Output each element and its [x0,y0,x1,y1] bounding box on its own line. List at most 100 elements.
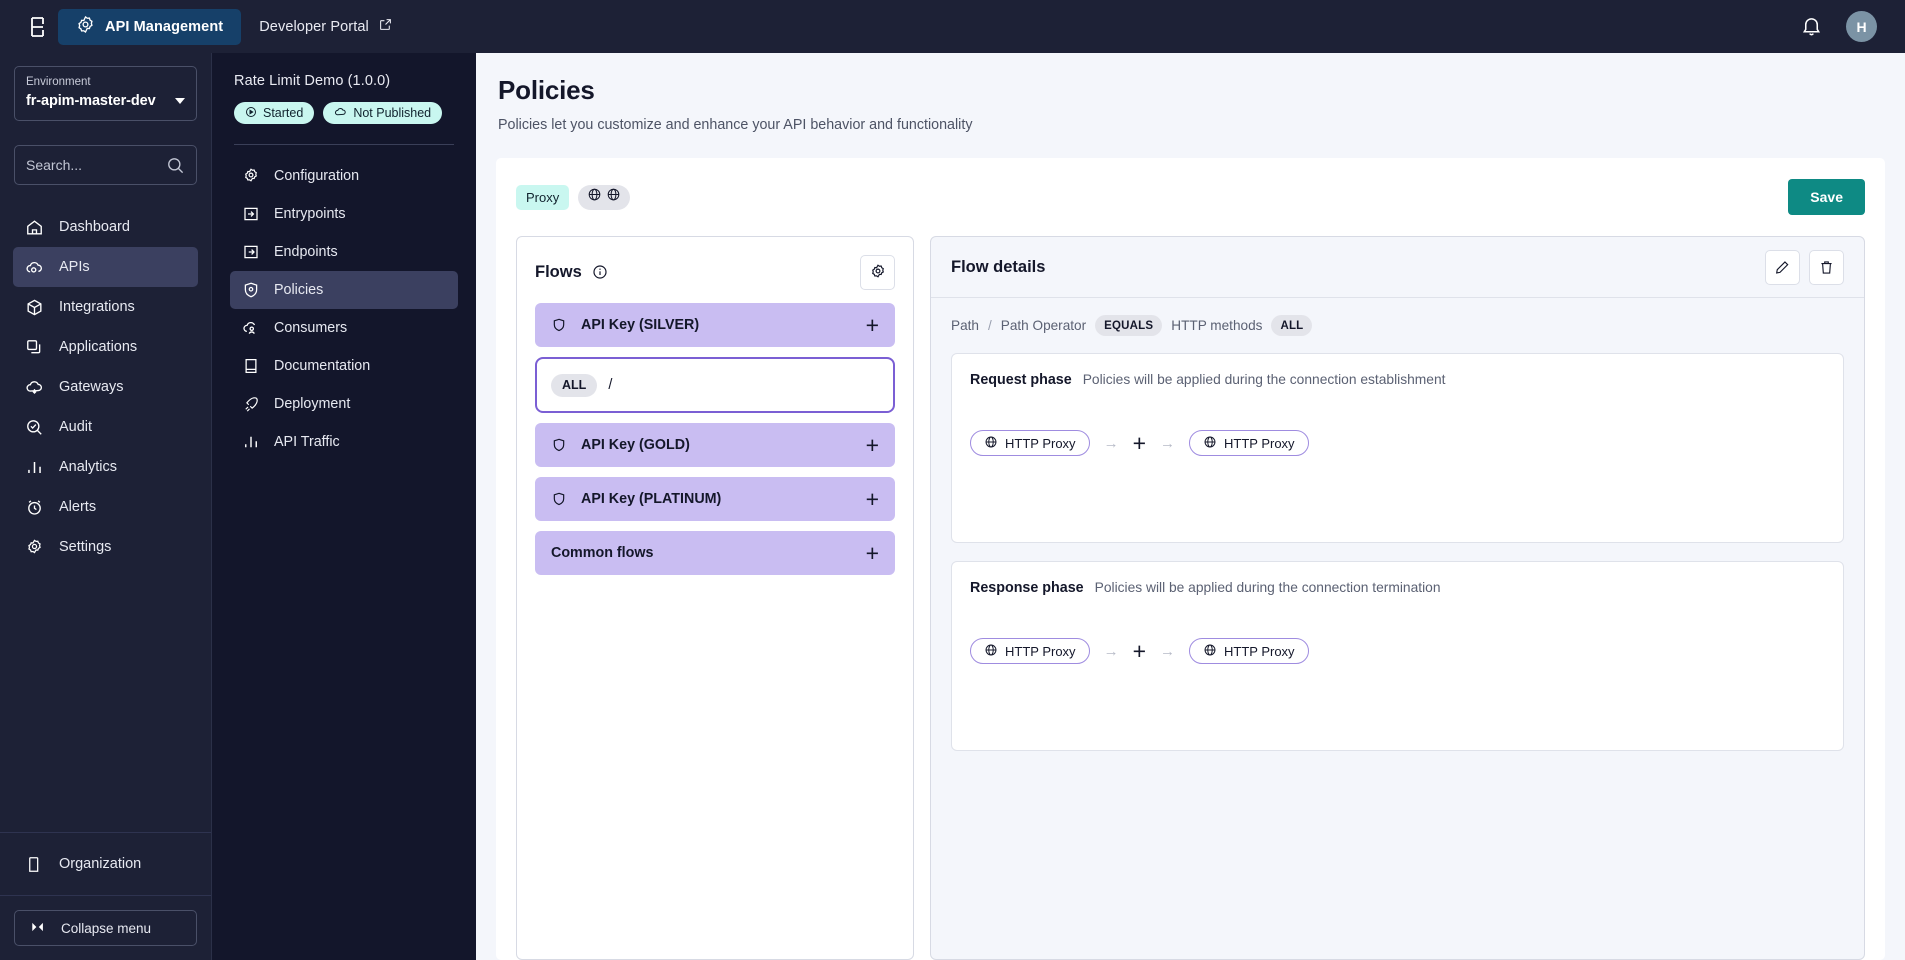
flows-settings-button[interactable] [860,254,895,290]
path-operator-label: Path Operator [1000,318,1087,333]
subnav-item-api-traffic[interactable]: API Traffic [230,423,458,461]
response-phase-description: Policies will be applied during the conn… [1094,580,1441,595]
sidebar-item-label: Analytics [59,459,118,475]
subnav-item-endpoints[interactable]: Endpoints [230,233,458,271]
sidebar-item-label: Dashboard [59,219,130,235]
flows-header: Flows [535,253,895,291]
delete-flow-button[interactable] [1809,249,1844,285]
sidebar-item-audit[interactable]: Audit [13,407,198,447]
subnav-item-consumers[interactable]: Consumers [230,309,458,347]
collapse-menu-label: Collapse menu [61,920,152,936]
avatar[interactable]: H [1846,11,1877,42]
flow-arrow-icon: → [1103,642,1119,660]
tab-api-management-label: API Management [105,18,224,35]
gear-icon [241,167,260,186]
edit-flow-button[interactable] [1765,249,1800,285]
chevron-down-icon [175,98,185,104]
policy-step-http-proxy[interactable]: HTTP Proxy [970,638,1090,664]
bell-icon[interactable] [1800,15,1824,39]
search-input[interactable]: Search... [14,145,197,185]
globe-icon [1203,435,1217,452]
book-icon [241,357,260,376]
page-title: Policies [498,75,595,105]
card-toolbar: Proxy Save [516,178,1865,216]
flows-title: Flows [535,262,582,281]
response-phase-card: Response phase Policies will be applied … [951,561,1844,751]
api-subnav-divider [234,144,454,145]
gravitee-logo-icon[interactable] [20,8,58,46]
request-phase-description: Policies will be applied during the conn… [1082,372,1446,387]
tab-api-management[interactable]: API Management [58,8,242,45]
flows-list: API Key (SILVER) + ALL / [535,303,895,575]
flow-path-label: / [608,377,613,393]
shield-icon [551,317,567,333]
flow-group-label: API Key (GOLD) [581,437,690,453]
policy-step-http-proxy[interactable]: HTTP Proxy [1189,430,1309,456]
flow-group-api-key-gold[interactable]: API Key (GOLD) + [535,423,895,467]
subnav-item-deployment[interactable]: Deployment [230,385,458,423]
sidebar-divider-top [0,832,211,833]
subnav-item-documentation[interactable]: Documentation [230,347,458,385]
sidebar-item-label: Settings [59,539,112,555]
main-content: Policies Policies let you customize and … [476,53,1905,960]
tab-developer-portal[interactable]: Developer Portal [241,9,410,45]
flow-details-actions [1765,249,1844,285]
flow-meta: Path / Path Operator EQUALS HTTP methods… [931,298,1864,353]
sidebar-item-integrations[interactable]: Integrations [13,287,198,327]
status-badge-started-label: Started [263,106,304,120]
app-body: Environment fr-apim-master-dev Search... [0,53,1905,960]
sidebar-item-gateways[interactable]: Gateways [13,367,198,407]
flow-details-title: Flow details [951,257,1046,276]
add-flow-button[interactable]: + [865,485,879,512]
subnav-item-configuration[interactable]: Configuration [230,157,458,195]
subnav-item-label: Consumers [274,320,348,336]
api-subnav: Rate Limit Demo (1.0.0) Started [212,53,476,960]
policy-step-label: HTTP Proxy [1005,643,1076,659]
add-policy-button[interactable]: + [1132,429,1146,456]
shield-icon [241,281,260,300]
subnav-item-policies[interactable]: Policies [230,271,458,309]
info-circle-icon[interactable] [592,264,608,280]
flow-group-common-flows[interactable]: Common flows + [535,531,895,575]
flow-item-selected[interactable]: ALL / [535,357,895,413]
sidebar: Environment fr-apim-master-dev Search... [0,53,212,960]
subnav-item-label: Entrypoints [274,206,346,222]
add-policy-button[interactable]: + [1132,637,1146,664]
subnav-item-label: Endpoints [274,244,338,260]
sidebar-item-label: Alerts [59,499,97,515]
add-flow-button[interactable]: + [865,539,879,566]
page-header: Policies Policies let you customize and … [476,53,1905,133]
sidebar-item-apis[interactable]: APIs [13,247,198,287]
sidebar-item-analytics[interactable]: Analytics [13,447,198,487]
sidebar-item-dashboard[interactable]: Dashboard [13,207,198,247]
sidebar-item-alerts[interactable]: Alerts [13,487,198,527]
subnav-item-label: Policies [274,282,324,298]
policy-step-http-proxy[interactable]: HTTP Proxy [1189,638,1309,664]
sidebar-item-settings[interactable]: Settings [13,527,198,567]
request-phase-name: Request phase [970,372,1072,388]
globes-chip [578,184,631,210]
flow-method-badge: ALL [551,373,598,397]
flow-group-api-key-silver[interactable]: API Key (SILVER) + [535,303,895,347]
flow-arrow-icon: → [1103,434,1119,452]
policy-step-http-proxy[interactable]: HTTP Proxy [970,430,1090,456]
flow-group-api-key-platinum[interactable]: API Key (PLATINUM) + [535,477,895,521]
subnav-item-label: API Traffic [274,434,340,450]
save-button[interactable]: Save [1788,179,1865,215]
request-phase-card: Request phase Policies will be applied d… [951,353,1844,543]
sidebar-item-organization[interactable]: Organization [0,833,211,895]
collapse-menu-button[interactable]: Collapse menu [14,910,197,946]
add-flow-button[interactable]: + [865,431,879,458]
path-label: Path [951,318,979,333]
add-flow-button[interactable]: + [865,311,879,338]
environment-selector[interactable]: Environment fr-apim-master-dev [14,66,197,121]
sidebar-item-label: Applications [59,339,138,355]
subnav-item-entrypoints[interactable]: Entrypoints [230,195,458,233]
sidebar-divider-bottom [0,895,211,896]
search-placeholder: Search... [26,157,83,173]
sidebar-item-applications[interactable]: Applications [13,327,198,367]
response-phase-name: Response phase [970,580,1084,596]
api-subnav-list: Configuration Entrypoints [212,157,476,461]
rocket-icon [241,395,260,414]
globe-icon [1203,643,1217,660]
